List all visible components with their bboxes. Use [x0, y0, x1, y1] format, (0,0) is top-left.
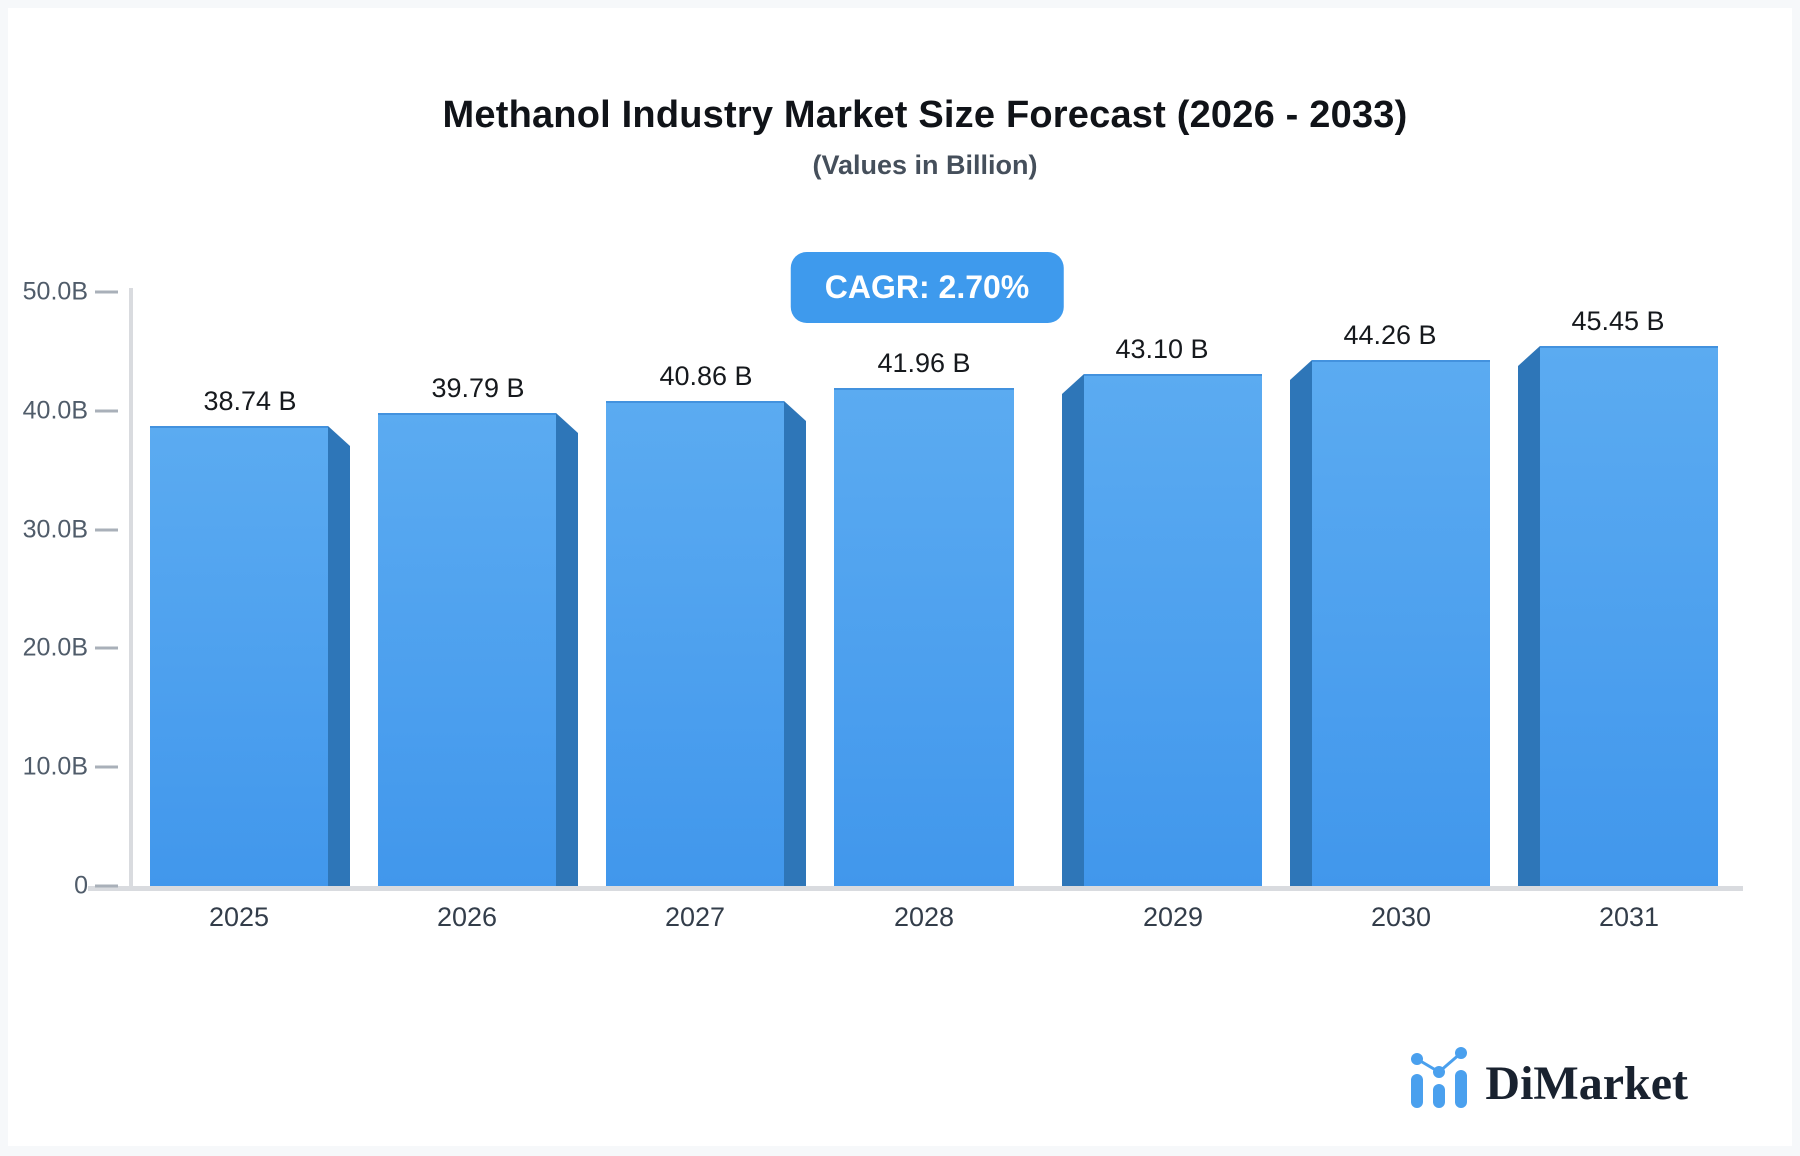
bar-face-2026: [378, 413, 556, 886]
y-tick-mark: [95, 528, 118, 532]
bar-side-2030: [1290, 360, 1312, 886]
bar-value-label: 38.74 B: [203, 386, 297, 416]
cagr-badge: CAGR: 2.70%: [790, 252, 1064, 323]
y-tick-label: 20.0B: [22, 633, 88, 662]
y-tick-mark: [95, 409, 118, 413]
bar-face-2031: [1540, 346, 1718, 886]
bar-face-2030: [1312, 360, 1490, 886]
bar-side-2031: [1518, 346, 1540, 886]
bar-side-2025: [328, 426, 350, 886]
y-tick-mark: [95, 884, 118, 888]
bar-value-label: 45.45 B: [1571, 306, 1665, 336]
y-tick-mark: [95, 765, 118, 769]
bar-face-2027: [606, 401, 784, 886]
bar-face-2025: [150, 426, 328, 886]
logo-icon: [1411, 1047, 1468, 1108]
x-axis-label: 2031: [1598, 902, 1660, 932]
y-tick-label: 10.0B: [22, 752, 88, 781]
bar-side-2026: [556, 413, 578, 886]
x-axis-line: [88, 886, 1743, 891]
x-axis-label: 2028: [893, 902, 955, 932]
y-tick-label: 0: [74, 871, 88, 900]
y-tick-mark: [95, 646, 118, 650]
x-axis-label: 2025: [208, 902, 270, 932]
bar-value-label: 43.10 B: [1115, 334, 1209, 364]
y-tick-mark: [95, 290, 118, 294]
chart-subtitle: (Values in Billion): [812, 150, 1038, 180]
chart-title: Methanol Industry Market Size Forecast (…: [442, 94, 1408, 136]
bar-side-2027: [784, 401, 806, 886]
bar-value-label: 39.79 B: [431, 373, 525, 403]
brand-logo: DiMarket: [1411, 1046, 1688, 1108]
bar-value-label: 41.96 B: [877, 348, 971, 378]
logo-text: DiMarket: [1485, 1057, 1688, 1110]
bar-value-label: 44.26 B: [1343, 320, 1437, 350]
y-tick-label: 50.0B: [22, 277, 88, 306]
x-axis-label: 2029: [1142, 902, 1204, 932]
x-axis-label: 2030: [1370, 902, 1432, 932]
bar-face-2029: [1084, 374, 1262, 886]
y-tick-label: 30.0B: [22, 515, 88, 544]
y-tick-label: 40.0B: [22, 396, 88, 425]
y-axis-line: [129, 288, 133, 891]
x-axis-label: 2027: [664, 902, 726, 932]
bar-side-2029: [1062, 374, 1084, 886]
bar-face-2028: [834, 388, 1014, 886]
bar-value-label: 40.86 B: [659, 361, 753, 391]
x-axis-label: 2026: [436, 902, 498, 932]
